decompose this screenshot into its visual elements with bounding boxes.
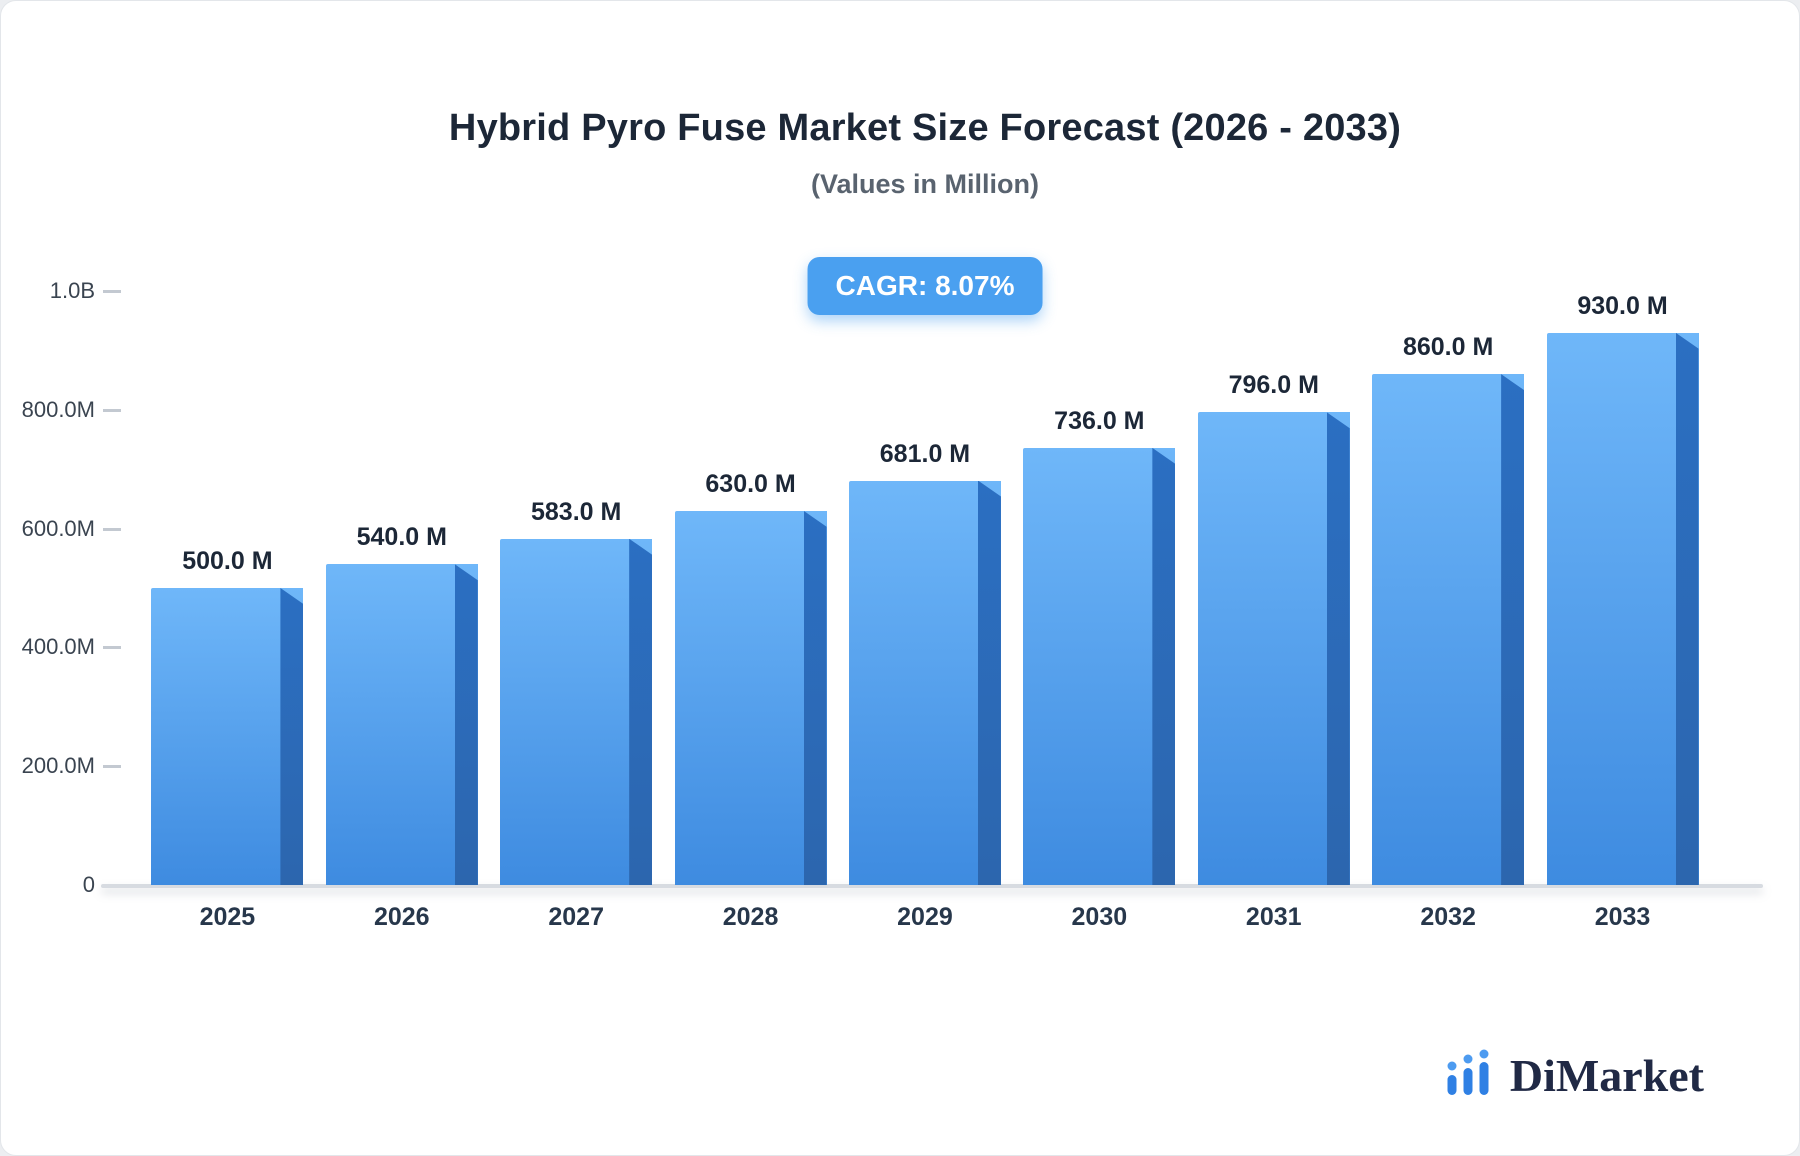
y-tick-mark [103,408,121,412]
bar-group: 736.0 M 2030 [1023,291,1176,931]
x-axis-label: 2026 [373,903,430,931]
y-tick-label: 800.0M [21,396,95,422]
y-tick-label: 400.0M [21,634,95,660]
brand-name: DiMarket [1509,1050,1704,1101]
bar-2025[interactable]: 500.0 M [151,547,304,885]
y-tick-mark [103,646,121,650]
bar-value-label: 500.0 M [182,547,273,575]
bar-2033[interactable]: 930.0 M [1546,292,1699,885]
page-title: Hybrid Pyro Fuse Market Size Forecast (2… [448,107,1402,149]
bars-container: 500.0 M 2025 540.0 M 2026 583.0 M 2027 630.0 M… [129,291,1721,931]
x-axis-label: 2031 [1245,903,1302,931]
bar-value-label: 736.0 M [1054,406,1145,435]
bar-value-label: 796.0 M [1228,371,1319,400]
x-axis-label: 2032 [1420,903,1476,931]
bar-group: 930.0 M 2033 [1546,291,1699,931]
bar-group: 860.0 M 2032 [1372,291,1525,931]
bar-2027[interactable]: 583.0 M [500,498,653,885]
bar-value-label: 681.0 M [879,439,971,468]
y-tick-mark [103,765,121,769]
x-axis-label: 2027 [548,903,604,931]
bar-2030[interactable]: 736.0 M [1023,407,1176,885]
y-tick-label: 200.0M [21,753,95,779]
y-tick-label: 0 [82,872,95,897]
x-axis-label: 2028 [722,903,779,931]
brand-logo: DiMarket [1444,1049,1704,1099]
y-axis: 0 200.0M 400.0M 600.0M 800.0M 1.0B [22,278,1721,897]
bar-group: 796.0 M 2031 [1197,291,1350,931]
x-axis-label: 2033 [1594,903,1651,931]
bar-group: 630.0 M 2028 [674,291,827,931]
bar-2029[interactable]: 681.0 M [848,440,1001,885]
bar-value-label: 930.0 M [1577,291,1668,320]
y-tick-mark [103,527,121,531]
bar-2031[interactable]: 796.0 M [1197,371,1350,885]
cagr-badge: CAGR: 8.07% [807,257,1043,315]
bar-2026[interactable]: 540.0 M [325,523,478,885]
bar-group: 583.0 M 2027 [500,291,653,931]
x-axis-label: 2030 [1071,903,1128,931]
bar-group: 500.0 M 2025 [151,291,304,931]
bar-value-label: 630.0 M [705,469,796,498]
y-tick-mark [103,884,121,887]
bar-value-label: 860.0 M [1402,333,1494,362]
cagr-badge-label: CAGR: 8.07% [835,270,1015,301]
y-tick-mark [103,290,121,293]
bar-group: 681.0 M 2029 [848,291,1001,931]
plot-area: 0 200.0M 400.0M 600.0M 800.0M 1.0B 500.0 M 202… [22,278,1763,931]
y-tick-label: 1.0B [49,278,95,303]
bar-2032[interactable]: 860.0 M [1372,333,1525,885]
y-tick-label: 600.0M [21,515,95,541]
bar-value-label: 583.0 M [531,497,622,526]
bar-value-label: 540.0 M [356,523,447,552]
bar-chart-logo-icon [1447,1049,1489,1095]
page-subtitle: (Values in Million) [810,169,1040,199]
x-axis-label: 2025 [199,903,256,931]
bar-group: 540.0 M 2026 [325,291,478,931]
bar-2028[interactable]: 630.0 M [674,470,827,885]
x-axis-label: 2029 [897,903,953,931]
